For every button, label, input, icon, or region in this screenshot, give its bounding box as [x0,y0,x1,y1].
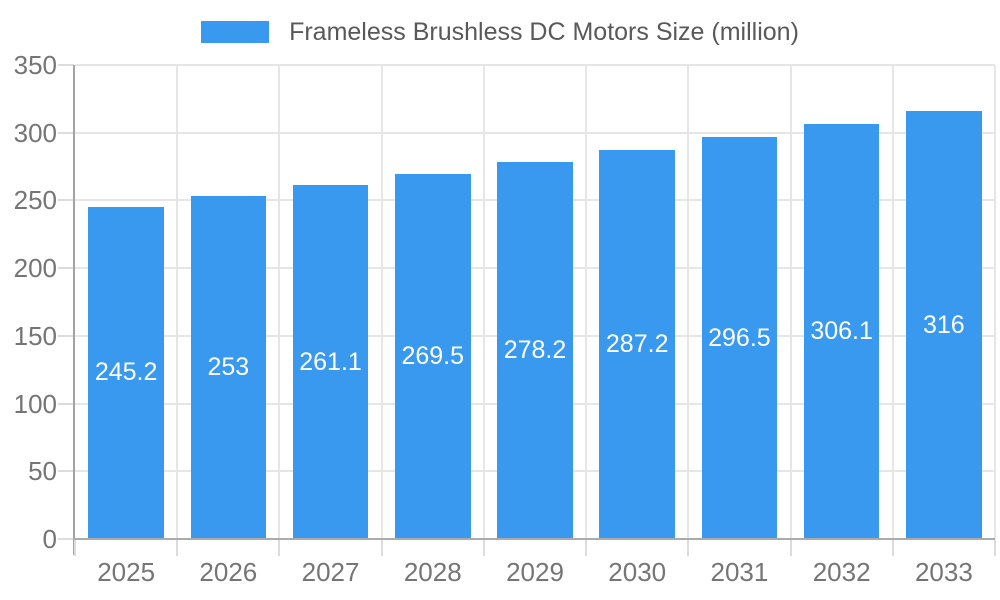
bar[interactable]: 287.2 [599,150,676,539]
h-gridline [75,64,995,66]
x-axis-labels: 2025 2026 2027 2028 2029 2030 2031 2032 2033 [75,556,995,588]
bar-cell: 269.5 [382,65,484,539]
x-tick-mark [687,540,690,556]
x-tick-mark [482,540,485,556]
bar-cell: 287.2 [586,65,688,539]
x-axis-label: 2028 [403,557,462,587]
bar-cell: 253 [177,65,279,539]
bar[interactable]: 245.2 [88,206,164,539]
y-axis-line [73,65,75,555]
bar-cell: 296.5 [688,65,790,539]
y-tick-mark [58,267,74,270]
x-tick-mark [585,540,588,556]
x-axis-label: 2031 [710,557,769,587]
v-gridline [891,65,894,539]
bar-cell: 261.1 [279,65,381,539]
x-axis-label: 2026 [199,557,258,587]
v-gridline [380,65,383,539]
x-axis-label: 2027 [301,557,360,587]
bar-value-label: 278.2 [503,336,567,365]
y-axis-label: 50 [28,456,57,487]
v-gridline [585,65,588,539]
y-axis-label: 100 [13,388,57,419]
bar[interactable]: 316 [906,111,982,539]
x-tick-mark [789,540,792,556]
x-tick-mark [176,540,179,556]
legend-swatch-icon [201,21,270,43]
bar-value-label: 316 [922,310,965,339]
bar-value-label: 253 [207,353,250,382]
bar[interactable]: 306.1 [803,124,880,539]
x-axis-label: 2029 [506,557,564,587]
y-axis-labels: 0 50 100 150 200 250 300 350 [0,52,57,552]
bar-cell: 316 [893,65,995,539]
v-gridline [278,65,281,539]
v-gridline [176,65,179,539]
x-tick-mark [891,540,894,556]
bar-value-label: 245.2 [94,358,158,387]
legend[interactable]: Frameless Brushless DC Motors Size (mill… [0,14,1000,50]
plot-area: 245.2 253 261.1 269.5 278.2 287.2 296.5 306.1 31… [75,64,996,539]
bar[interactable]: 253 [190,196,267,539]
v-gridline [994,65,996,539]
x-tick-mark [380,540,383,556]
y-tick-mark [58,402,74,405]
y-tick-mark [58,538,74,540]
h-gridline [75,131,995,134]
y-axis-label: 0 [42,524,57,554]
x-tick-mark [278,540,281,556]
x-axis-ticks [74,540,996,556]
bar[interactable]: 278.2 [497,162,573,539]
y-tick-mark [58,199,74,202]
vertical-gridlines [75,65,996,539]
bar-value-label: 287.2 [605,330,669,359]
bar-cell: 245.2 [75,65,177,539]
bar-value-label: 261.1 [299,347,362,376]
x-tick-mark [994,540,996,556]
y-tick-mark [58,131,74,134]
bar-cell: 306.1 [791,65,893,539]
bar-value-label: 296.5 [708,323,771,352]
bars-container: 245.2 253 261.1 269.5 278.2 287.2 296.5 306.1 31… [75,65,995,539]
legend-label: Frameless Brushless DC Motors Size (mill… [289,18,799,46]
bar[interactable]: 269.5 [394,174,471,539]
x-axis-label: 2025 [97,557,156,587]
x-axis-label: 2030 [608,557,667,587]
y-axis-label: 150 [13,320,57,351]
y-axis-label: 200 [13,253,57,284]
v-gridline [687,65,690,539]
bar-value-label: 306.1 [810,317,873,346]
x-tick-mark [74,540,76,556]
x-axis-line [73,538,995,540]
y-axis-label: 350 [13,50,57,80]
y-tick-mark [58,334,74,337]
bar[interactable]: 296.5 [701,137,778,539]
x-axis-label: 2033 [914,557,973,587]
v-gridline [789,65,792,539]
bar-cell: 278.2 [484,65,586,539]
y-tick-mark [58,470,74,473]
y-axis-label: 300 [13,117,57,148]
y-axis-ticks [58,64,74,540]
y-axis-label: 250 [13,185,57,216]
v-gridline [482,65,485,539]
y-tick-mark [58,64,74,66]
bar[interactable]: 261.1 [292,185,369,539]
x-axis-label: 2032 [812,557,871,587]
bar-value-label: 269.5 [401,342,465,371]
